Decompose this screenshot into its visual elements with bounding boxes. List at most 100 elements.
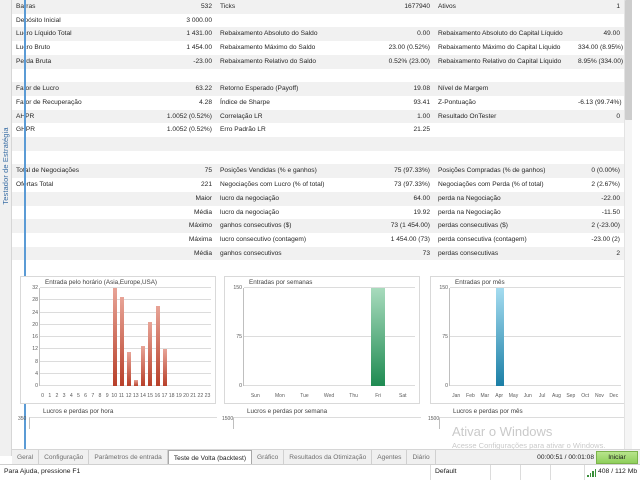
table-cell [12, 232, 154, 247]
chart-xtick-label: 20 [183, 393, 189, 399]
start-button[interactable]: Iniciar [596, 451, 638, 464]
table-cell [154, 68, 216, 83]
table-cell [368, 13, 434, 28]
chart-bar-slot [479, 288, 493, 386]
chart-subplot-ytick-month: 1500 [428, 416, 440, 422]
chart-ytick-label: 150 [233, 285, 242, 291]
table-row: Ofertas Total 221 Negociações com Lucro (%… [12, 178, 624, 192]
chart-bars [244, 288, 415, 386]
table-cell: Retorno Esperado (Payoff) [216, 82, 368, 96]
chart-xtick-label: 5 [77, 393, 80, 399]
chart-bar-slot [391, 288, 415, 386]
chart-ytick-label: 75 [442, 334, 448, 340]
table-cell: Depósito Inicial [12, 13, 154, 28]
table-cell [574, 150, 624, 165]
chart-bar-slot [118, 288, 125, 386]
chart-entries-by-week: Entradas por semanas 0 75 150 Sun Mon Tue Wed… [222, 276, 421, 429]
chart-bar-slot [342, 288, 366, 386]
tab-teste-de-volta-backtest[interactable]: Teste de Volta (backtest) [167, 450, 253, 465]
tab-configura-o[interactable]: Configuração [39, 450, 90, 465]
table-cell: Total de Negociações [12, 164, 154, 179]
chart-xtick-label: Dec [609, 393, 619, 399]
vertical-tab-strategy-tester[interactable]: Testador de Estratégia [1, 127, 10, 205]
chart-bar-slot [83, 288, 90, 386]
table-cell: Erro Padrão LR [216, 123, 368, 138]
chart-bar-slot [550, 288, 564, 386]
table-cell: -23.00 (2) [574, 232, 624, 247]
table-row [12, 150, 624, 165]
table-cell: Rebaixamento Absoluto do Capital Líquido [434, 27, 574, 42]
table-cell [12, 137, 154, 151]
tab-di-rio[interactable]: Diário [407, 450, 436, 465]
chart-bar-slot [154, 288, 161, 386]
table-cell [574, 137, 624, 151]
chart-xtick-label: 17 [161, 393, 168, 399]
table-cell: perda na Negociação [434, 191, 574, 206]
table-cell [216, 68, 368, 83]
table-cell: Lucro Bruto [12, 41, 154, 55]
chart-plot-month: 0 75 150 [439, 285, 621, 389]
status-cell-4 [550, 465, 584, 480]
chart-xtick-label: Tue [300, 393, 309, 399]
report-scrollbar-thumb[interactable] [625, 0, 632, 120]
chart-bar-slot [126, 288, 133, 386]
chart-xtick-label: Jun [523, 393, 532, 399]
chart-xtick-label: 7 [91, 393, 95, 399]
chart-bar-slot [244, 288, 268, 386]
tab-par-metros-de-entrada[interactable]: Parâmetros de entrada [89, 450, 168, 465]
table-cell: Rebaixamento Máximo do Saldo [216, 41, 368, 55]
tab-agentes[interactable]: Agentes [372, 450, 408, 465]
table-cell: Barras [12, 0, 154, 14]
chart-bar-slot [54, 288, 61, 386]
chart-xaxis-week: Sun Mon Tue Wed Thu Fri Sat [243, 393, 415, 399]
chart-ytick-label: 150 [439, 285, 448, 291]
chart-bar-slot [564, 288, 578, 386]
chart-bar-slot [450, 288, 464, 386]
report-scrollbar[interactable] [624, 0, 632, 449]
table-cell: 334.00 (8.95%) [574, 41, 624, 55]
chart-bar [155, 306, 160, 386]
chart-xtick-label: Fri [375, 393, 382, 399]
chart-xtick-label: 12 [125, 393, 132, 399]
chart-subplot-ytick-week: 1500 [222, 416, 234, 422]
chart-xtick-label: 4 [69, 393, 73, 399]
chart-xtick-label: Jul [538, 393, 546, 399]
chart-bar [371, 288, 386, 386]
table-cell: Negociações com Lucro (% of total) [216, 178, 368, 192]
chart-xtick-label: Thu [349, 393, 358, 399]
table-cell: Rebaixamento Máximo do Capital Líquido [434, 41, 574, 55]
table-cell [574, 13, 624, 28]
chart-bar-slot [197, 288, 204, 386]
table-cell: 1 454.00 (73) [368, 232, 434, 247]
chart-ytick-label: 28 [32, 297, 38, 304]
table-cell: 63.22 [154, 82, 216, 96]
chart-ytick-label: 20 [32, 321, 38, 328]
chart-ytick-label: 75 [236, 334, 242, 340]
table-row: Maior lucro da negociação 64.00 perda na Ne… [12, 191, 624, 206]
tab-geral[interactable]: Geral [12, 450, 40, 465]
chart-xtick-label: 1 [48, 393, 52, 399]
chart-ytick-label: 16 [32, 334, 38, 340]
table-cell: 21.25 [368, 123, 434, 138]
table-cell: Índice de Sharpe [216, 95, 368, 110]
table-cell: 4.28 [154, 95, 216, 110]
tab-resultados-da-otimiza-o[interactable]: Resultados da Otimização [284, 450, 373, 465]
tester-tabs: Geral Configuração Parâmetros de entrada Te… [12, 450, 436, 465]
table-cell: 8.95% (334.00) [574, 54, 624, 69]
chart-gridline: 75 [236, 334, 415, 340]
chart-gridline: 24 [32, 310, 211, 316]
table-cell: Posições Compradas (% de ganhos) [434, 164, 574, 179]
chart-bar-slot [366, 288, 390, 386]
chart-xtick-label: Wed [323, 393, 335, 399]
status-profile: Default [430, 465, 490, 480]
table-cell [434, 13, 574, 28]
tab-gr-fico[interactable]: Gráfico [252, 450, 285, 465]
chart-bar [134, 379, 139, 386]
tester-tabbar: Geral Configuração Parâmetros de entrada Te… [12, 449, 640, 465]
chart-xtick-label: 10 [111, 393, 118, 399]
chart-bar-slot [133, 288, 140, 386]
table-cell: 1 454.00 [154, 41, 216, 55]
status-help-text: Para Ajuda, pressione F1 [4, 468, 81, 475]
table-cell: Média [154, 205, 216, 220]
chart-xtick-label: Feb [466, 393, 475, 399]
